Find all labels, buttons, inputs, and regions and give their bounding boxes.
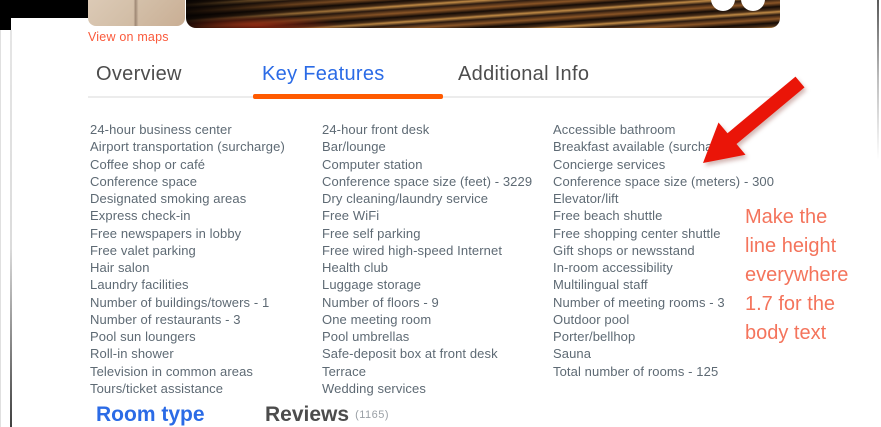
feature-item: Pool sun loungers: [90, 329, 196, 344]
feature-item: Hair salon: [90, 260, 150, 275]
reviews-count-badge: (1165): [355, 409, 390, 421]
feature-item: Safe-deposit box at front desk: [322, 346, 498, 362]
feature-item: Conference space size (feet) - 3229: [322, 173, 533, 189]
feature-item: One meeting room: [322, 311, 432, 327]
feature-item: Number of restaurants - 3: [90, 311, 241, 327]
carousel-main-photo[interactable]: [186, 0, 780, 28]
carousel-thumbnail-image[interactable]: [88, 0, 185, 26]
section-reviews[interactable]: Reviews (1165): [265, 403, 389, 427]
feature-item: Breakfast available (surcharge): [553, 139, 737, 155]
tab-additional-info[interactable]: Additional Info: [458, 63, 590, 85]
annotation-line: Make the: [745, 206, 828, 228]
features-column-3: Accessible bathroom Breakfast available (…: [553, 121, 774, 380]
feature-item: Luggage storage: [322, 277, 422, 293]
feature-item: Free newspapers in lobby: [90, 225, 242, 241]
annotation-line: 1.7 for the: [745, 293, 836, 315]
feature-item: Conference space: [90, 173, 198, 189]
feature-item: Porter/bellhop: [553, 329, 636, 344]
annotation-note-text: Make the line height everywhere 1.7 for the…: [745, 203, 881, 348]
feature-item: Elevator/lift: [553, 191, 619, 206]
tab-overview[interactable]: Overview: [96, 63, 182, 85]
feature-item: Airport transportation (surcharge): [90, 139, 285, 155]
feature-item: In-room accessibility: [553, 260, 673, 275]
feature-item: Terrace: [322, 363, 367, 379]
feature-item: Free WiFi: [322, 208, 380, 224]
feature-item: Tours/ticket assistance: [90, 380, 224, 396]
feature-item: Roll-in shower: [90, 346, 174, 362]
feature-item: Total number of rooms - 125: [553, 363, 719, 379]
feature-item: 24-hour front desk: [322, 122, 430, 137]
top-left-black-border: [0, 0, 88, 18]
feature-item: Pool umbrellas: [322, 329, 410, 344]
features-column-2: 24-hour front desk Bar/lounge Computer sta…: [322, 121, 532, 397]
features-column-1: 24-hour business center Airport transport…: [90, 121, 285, 397]
feature-item: Bar/lounge: [322, 139, 386, 155]
feature-item: Number of floors - 9: [322, 294, 439, 310]
feature-item: Free valet parking: [90, 242, 196, 258]
annotation-line: line height: [745, 235, 837, 257]
feature-item: Laundry facilities: [90, 277, 189, 293]
feature-item: Designated smoking areas: [90, 191, 247, 206]
feature-item: Wedding services: [322, 380, 426, 396]
feature-item: Concierge services: [553, 156, 666, 172]
far-left-window-edge: [0, 18, 1, 427]
carousel-control-dot[interactable]: [711, 0, 735, 11]
feature-item: Health club: [322, 260, 389, 275]
feature-item: Free self parking: [322, 225, 421, 241]
top-left-black-border-edge: [0, 0, 11, 30]
right-window-edge: [877, 0, 879, 160]
feature-item: Outdoor pool: [553, 311, 630, 327]
section-room-type[interactable]: Room type: [96, 403, 205, 426]
feature-item: Multilingual staff: [553, 277, 648, 293]
feature-item: Sauna: [553, 346, 592, 362]
feature-item: Television in common areas: [90, 363, 254, 379]
feature-item: Coffee shop or café: [90, 156, 206, 172]
feature-item: Conference space size (meters) - 300: [553, 173, 775, 189]
active-tab-underline: [253, 94, 443, 99]
feature-item: Express check-in: [90, 208, 191, 224]
feature-item: Number of buildings/towers - 1: [90, 294, 270, 310]
reviews-label: Reviews: [265, 403, 350, 426]
feature-item: Dry cleaning/laundry service: [322, 191, 489, 206]
annotation-line: everywhere: [745, 264, 849, 286]
left-window-edge: [10, 30, 12, 427]
feature-item: Number of meeting rooms - 3: [553, 294, 725, 310]
feature-item: Accessible bathroom: [553, 122, 676, 137]
carousel-control-dot[interactable]: [741, 0, 765, 11]
feature-item: Free shopping center shuttle: [553, 225, 721, 241]
annotation-line: body text: [745, 322, 827, 344]
feature-item: Computer station: [322, 156, 423, 172]
feature-item: Free beach shuttle: [553, 208, 663, 224]
feature-item: Free wired high-speed Internet: [322, 242, 503, 258]
tab-key-features[interactable]: Key Features: [262, 63, 385, 85]
feature-item: Gift shops or newsstand: [553, 242, 695, 258]
feature-item: 24-hour business center: [90, 122, 232, 137]
view-on-maps-link[interactable]: View on maps: [88, 30, 169, 44]
